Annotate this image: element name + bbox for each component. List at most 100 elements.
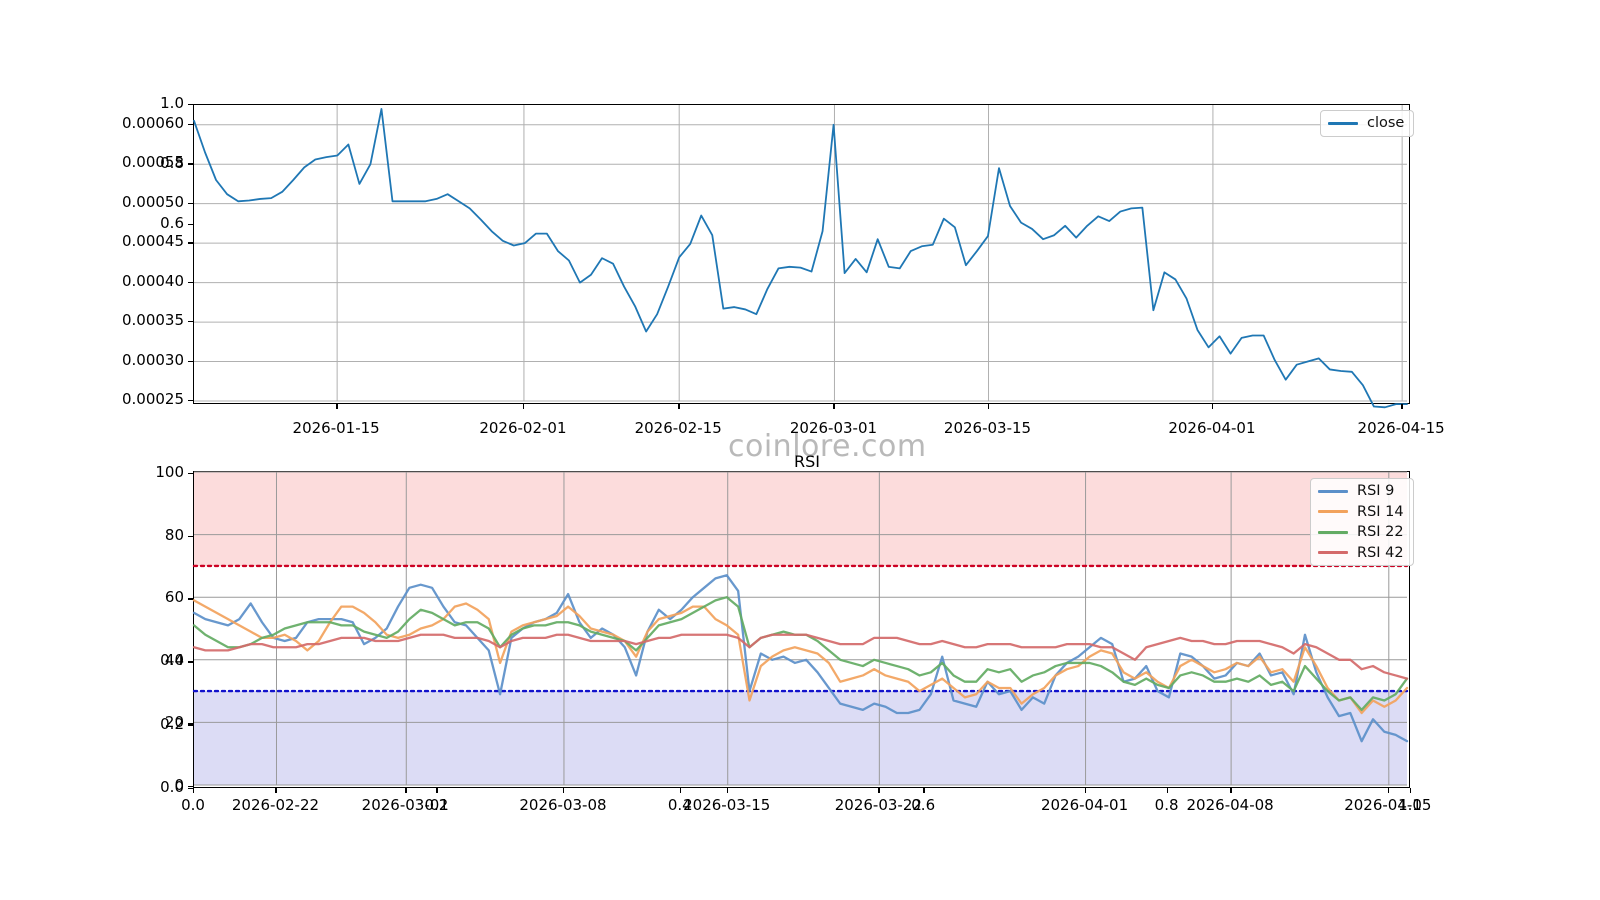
axis-tick bbox=[436, 788, 438, 793]
axis-tick bbox=[188, 788, 193, 790]
price-y-tick-label: 0.00025 bbox=[121, 390, 184, 408]
axis-tick bbox=[188, 224, 193, 226]
axis-tick bbox=[188, 661, 193, 663]
rsi-phantom-x-tick-label: 1.0 bbox=[1398, 796, 1422, 814]
legend-label-rsi-14: RSI 14 bbox=[1357, 503, 1404, 520]
axis-tick bbox=[923, 788, 925, 793]
legend-label-rsi-42: RSI 42 bbox=[1357, 544, 1404, 561]
rsi-y-tick-label: 60 bbox=[164, 588, 184, 607]
rsi-x-tick-label: 2026-03-08 bbox=[519, 796, 607, 814]
axis-tick bbox=[678, 404, 680, 409]
axis-tick bbox=[188, 400, 193, 402]
axis-tick bbox=[1084, 788, 1086, 793]
axis-tick bbox=[1387, 788, 1390, 793]
axis-tick bbox=[275, 788, 277, 793]
price-y-tick-label: 0.00030 bbox=[121, 350, 184, 369]
rsi-line-svg bbox=[192, 471, 1409, 786]
price-plot-area bbox=[193, 104, 1410, 409]
axis-tick bbox=[1230, 788, 1232, 793]
rsi-x-tick-label: 2026-03-15 bbox=[683, 796, 771, 814]
price-y-tick-label: 0.00055 bbox=[121, 153, 184, 172]
axis-tick bbox=[188, 321, 193, 323]
rsi-x-tick-label: 2026-04-08 bbox=[1186, 796, 1274, 814]
axis-tick bbox=[987, 404, 989, 409]
legend-item-rsi-42[interactable]: RSI 42 bbox=[1318, 544, 1404, 561]
rsi-x-tick-label: 2026-04-01 bbox=[1040, 796, 1129, 814]
price-y-tick-label: 0.00050 bbox=[121, 192, 184, 211]
price-x-tick-label: 2026-03-15 bbox=[943, 419, 1032, 437]
axis-tick bbox=[188, 242, 193, 244]
rsi-plot-area bbox=[192, 471, 1410, 788]
price-x-tick-label: 2026-04-01 bbox=[1168, 419, 1256, 437]
axis-tick bbox=[188, 598, 193, 600]
axis-tick bbox=[188, 723, 193, 725]
axis-tick bbox=[679, 788, 682, 793]
axis-tick bbox=[1166, 788, 1168, 793]
rsi-x-tick-label: 2026-02-22 bbox=[231, 796, 320, 814]
legend-item-close[interactable]: close bbox=[1328, 116, 1404, 131]
watermark: coinlore.com bbox=[728, 429, 927, 464]
axis-tick bbox=[833, 404, 835, 409]
axis-tick bbox=[188, 473, 193, 475]
axis-tick bbox=[1410, 788, 1412, 793]
rsi-y-tick-label: 0 bbox=[174, 776, 184, 794]
price-y-tick-label: 0.00060 bbox=[121, 113, 184, 132]
rsi-legend: RSI 9 RSI 14 RSI 22 RSI 42 bbox=[1310, 478, 1414, 566]
legend-swatch-close bbox=[1328, 121, 1358, 125]
axis-tick bbox=[188, 535, 193, 537]
price-x-tick-label: 2026-02-01 bbox=[479, 419, 567, 437]
price-phantom-y-tick-label: 0.6 bbox=[160, 214, 184, 232]
axis-tick bbox=[562, 788, 565, 793]
price-y-tick-label: 0.00035 bbox=[121, 311, 184, 330]
price-line-svg bbox=[193, 105, 1408, 409]
rsi-phantom-x-tick-label: 0.2 bbox=[424, 796, 449, 814]
rsi-phantom-x-tick-label: 0.0 bbox=[181, 796, 205, 814]
rsi-phantom-x-tick-label: 0.8 bbox=[1154, 796, 1179, 814]
legend-item-rsi-22[interactable]: RSI 22 bbox=[1318, 525, 1404, 540]
legend-item-rsi-14[interactable]: RSI 14 bbox=[1318, 503, 1404, 520]
rsi-y-tick-label: 100 bbox=[155, 463, 184, 481]
legend-swatch-rsi-9 bbox=[1318, 489, 1348, 493]
rsi-y-tick-label: 20 bbox=[164, 713, 184, 732]
rsi-y-tick-label: 40 bbox=[164, 650, 184, 669]
rsi-phantom-y-tick-label: 0.2 bbox=[160, 714, 184, 733]
axis-tick bbox=[336, 404, 338, 409]
legend-swatch-rsi-42 bbox=[1318, 551, 1348, 555]
legend-swatch-rsi-14 bbox=[1318, 510, 1348, 514]
axis-tick bbox=[188, 164, 193, 166]
legend-label-rsi-22: RSI 22 bbox=[1357, 524, 1404, 540]
price-phantom-y-tick-label: 1.0 bbox=[160, 94, 184, 112]
axis-tick bbox=[188, 104, 193, 106]
price-x-tick-label: 2026-03-01 bbox=[789, 419, 878, 437]
price-x-tick-label: 2026-04-15 bbox=[1357, 419, 1445, 437]
legend-item-rsi-9[interactable]: RSI 9 bbox=[1318, 484, 1404, 499]
rsi-phantom-x-tick-label: 0.4 bbox=[667, 796, 692, 814]
rsi-x-tick-label: 2026-03-22 bbox=[834, 796, 922, 814]
axis-tick bbox=[522, 404, 525, 409]
rsi-x-tick-label: 2026-03-01 bbox=[361, 796, 449, 814]
axis-tick bbox=[405, 788, 407, 793]
axis-tick bbox=[188, 786, 193, 788]
legend-swatch-rsi-22 bbox=[1318, 530, 1348, 534]
axis-tick bbox=[193, 788, 195, 793]
axis-tick bbox=[1401, 404, 1403, 409]
price-legend: close bbox=[1320, 110, 1415, 137]
axis-tick bbox=[188, 281, 193, 283]
legend-label-rsi-9: RSI 9 bbox=[1357, 483, 1395, 499]
price-phantom-y-tick-label: 0.8 bbox=[160, 154, 184, 172]
price-y-tick-label: 0.00045 bbox=[121, 232, 184, 251]
legend-label-close: close bbox=[1367, 115, 1405, 131]
rsi-phantom-y-tick-label: 0.4 bbox=[160, 651, 184, 670]
rsi-phantom-x-tick-label: 0.6 bbox=[911, 796, 936, 814]
price-y-tick-label: 0.00040 bbox=[121, 271, 184, 290]
rsi-title: RSI bbox=[794, 452, 820, 471]
axis-tick bbox=[188, 360, 193, 362]
axis-tick bbox=[878, 788, 880, 793]
axis-tick bbox=[1211, 404, 1214, 409]
axis-tick bbox=[188, 163, 193, 165]
price-x-tick-label: 2026-01-15 bbox=[292, 419, 380, 437]
rsi-x-tick-label: 2026-04-15 bbox=[1344, 796, 1432, 814]
rsi-phantom-y-tick-label: 0.0 bbox=[160, 778, 184, 796]
rsi-y-tick-label: 80 bbox=[164, 525, 184, 544]
